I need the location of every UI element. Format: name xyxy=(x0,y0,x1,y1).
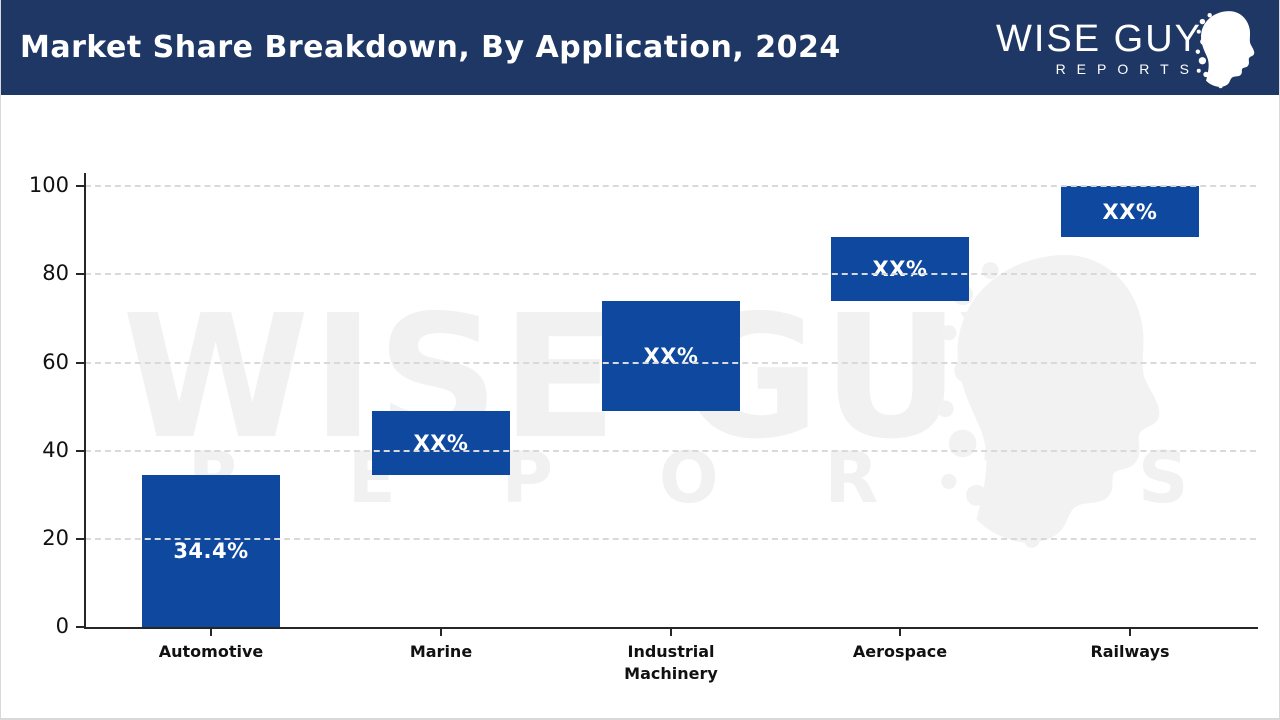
y-tick-20 xyxy=(76,537,85,540)
y-axis-line xyxy=(84,173,86,629)
x-tick-5 xyxy=(1129,627,1131,636)
face-profile-icon xyxy=(1195,11,1255,89)
category-label-2: Marine xyxy=(409,642,473,661)
bar-aerospace: XX% xyxy=(831,237,969,301)
y-tick-0 xyxy=(76,626,85,628)
page-title: Market Share Breakdown, By Application, … xyxy=(20,30,841,65)
category-label-3: Industrial Machinery xyxy=(624,642,718,683)
y-tick-label-80: 80 xyxy=(42,261,69,286)
header-bar: Market Share Breakdown, By Application, … xyxy=(0,0,1280,95)
y-tick-label-0: 0 xyxy=(55,614,69,638)
gridline-60 xyxy=(85,361,1256,364)
bar-industrial-machinery: XX% xyxy=(602,300,740,411)
category-label-1: Automotive xyxy=(158,642,264,661)
y-tick-label-20: 20 xyxy=(42,525,69,550)
category-label-5: Railways xyxy=(1090,642,1170,661)
logo-text: WISE GUY REPORTS xyxy=(996,20,1202,76)
bar-value-label: XX% xyxy=(643,343,699,368)
logo-subtitle: REPORTS xyxy=(1055,61,1200,77)
bar-automotive: 34.4% xyxy=(142,475,280,627)
bar-railways: XX% xyxy=(1061,186,1199,238)
bar-value-label: 34.4% xyxy=(173,539,249,564)
x-tick-2 xyxy=(440,627,442,636)
bar-value-label: XX% xyxy=(872,257,928,282)
gridline-80 xyxy=(85,273,1256,276)
gridline-40 xyxy=(85,449,1256,452)
logo-wordmark: WISE GUY xyxy=(995,18,1202,60)
gridline-100 xyxy=(85,185,1256,188)
x-tick-3 xyxy=(670,627,672,636)
y-tick-80 xyxy=(76,273,85,276)
x-tick-4 xyxy=(899,627,901,636)
y-tick-60 xyxy=(76,361,85,364)
wise-guy-logo: WISE GUY REPORTS xyxy=(996,6,1266,90)
y-tick-label-100: 100 xyxy=(28,173,69,198)
x-tick-1 xyxy=(210,627,212,636)
bar-marine: XX% xyxy=(372,411,510,476)
chart-area: WISE GUY R E P O R T S 0 20 40 60 80 100 34.4%… xyxy=(0,95,1280,716)
bar-value-label: XX% xyxy=(1102,199,1158,224)
y-tick-100 xyxy=(76,185,85,188)
y-tick-label-60: 60 xyxy=(42,349,69,374)
y-tick-label-40: 40 xyxy=(42,437,69,462)
gridline-20 xyxy=(85,537,1256,540)
category-label-4: Aerospace xyxy=(852,642,948,661)
y-tick-40 xyxy=(76,449,85,452)
